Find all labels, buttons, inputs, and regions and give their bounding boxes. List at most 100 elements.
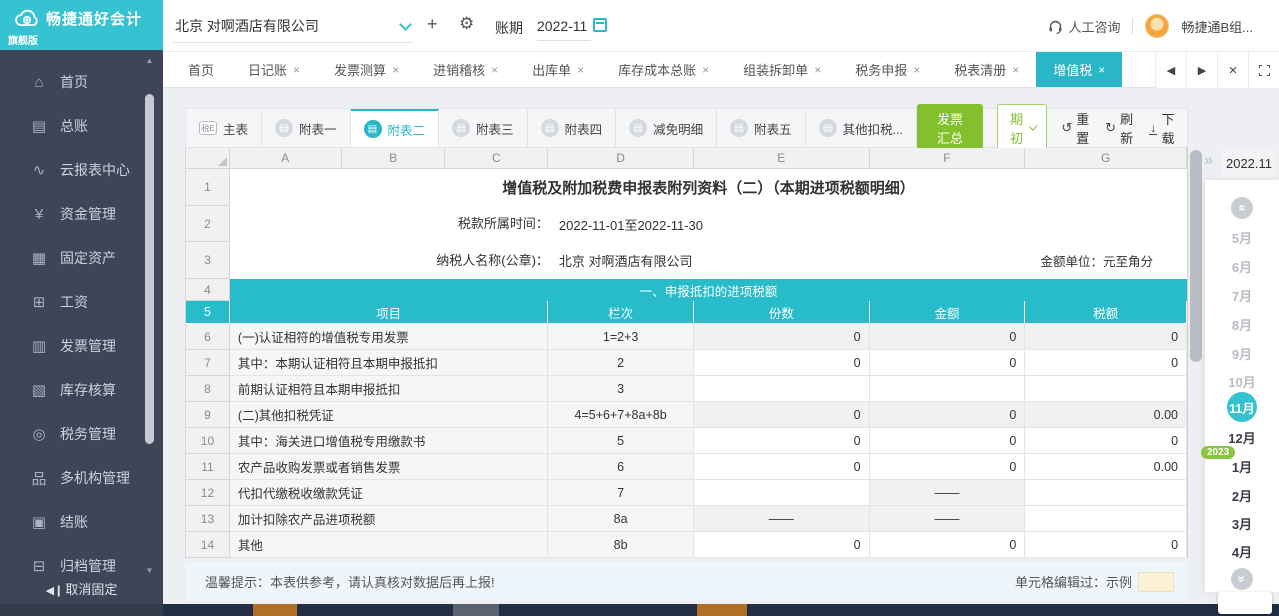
username[interactable]: 畅捷通B组... (1181, 19, 1253, 35)
add-account-button[interactable]: + (427, 14, 438, 34)
cell-tax[interactable] (1025, 506, 1187, 532)
cell-amount[interactable]: 0 (869, 428, 1026, 454)
cell-count[interactable]: 0 (693, 402, 870, 428)
download-button[interactable]: ↓ 下载 (1148, 109, 1177, 147)
month-item-june[interactable]: 6月 (1231, 260, 1253, 275)
subtab-schedule-4[interactable]: ▤ 附表四 (528, 109, 617, 147)
fullscreen-button[interactable] (1248, 52, 1279, 88)
close-tab-icon[interactable]: × (577, 62, 585, 77)
cell-count[interactable]: 0 (693, 454, 870, 480)
column-header[interactable]: E (693, 148, 870, 169)
refresh-button[interactable]: ↻ 刷新 (1105, 109, 1135, 147)
cell-tax[interactable]: 0.00 (1025, 454, 1188, 480)
row-number[interactable]: 1 (186, 169, 230, 206)
sidebar-item-tax[interactable]: ◎ 税务管理 (0, 412, 163, 456)
month-item-july[interactable]: 7月 (1231, 289, 1253, 304)
cell-amount[interactable]: 0 (869, 324, 1026, 350)
sidebar-item-funds[interactable]: ¥ 资金管理 (0, 192, 163, 236)
month-item-february[interactable]: 2月 (1231, 489, 1253, 504)
close-all-tabs-button[interactable]: × (1217, 52, 1248, 88)
subtab-schedule-2-active[interactable]: ▤ 附表二 (350, 109, 440, 147)
sidebar-item-home[interactable]: ⌂ 首页 (0, 60, 163, 104)
cell-count[interactable]: 0 (693, 532, 870, 558)
sidebar-item-closing[interactable]: ▣ 结账 (0, 500, 163, 544)
cell-tax[interactable]: 0 (1025, 324, 1188, 350)
column-header[interactable]: B (341, 148, 446, 169)
tab-tax-filing[interactable]: 税务申报 × (838, 52, 937, 87)
select-all-corner[interactable] (186, 148, 230, 169)
sidebar-item-inventory[interactable]: ▧ 库存核算 (0, 368, 163, 412)
sidebar-scrollbar-thumb[interactable] (145, 94, 154, 444)
reset-button[interactable]: ↺ 重置 (1061, 109, 1091, 147)
cell-amount[interactable]: 0 (869, 532, 1026, 558)
sidebar-item-archive[interactable]: ⊟ 归档管理 (0, 544, 163, 588)
column-header[interactable]: D (548, 148, 694, 169)
tab-tax-form-list[interactable]: 税表清册 × (937, 52, 1036, 87)
user-avatar[interactable] (1145, 14, 1170, 38)
cell-count[interactable]: —— (693, 506, 870, 532)
scroll-down-icon[interactable]: ▼ (145, 566, 154, 575)
invoice-summary-button[interactable]: 发票汇总 (917, 104, 983, 152)
row-number[interactable]: 12 (186, 480, 230, 506)
month-item-may[interactable]: 5月 (1231, 231, 1253, 246)
month-item-december[interactable]: 12月 (1228, 431, 1256, 446)
opening-period-dropdown[interactable]: 期初 (996, 104, 1048, 152)
sidebar-item-cloud-reports[interactable]: ∿ 云报表中心 (0, 148, 163, 192)
tab-scroll-left-button[interactable]: ◀ (1155, 52, 1186, 88)
row-number[interactable]: 7 (186, 350, 230, 376)
column-header[interactable]: C (445, 148, 549, 169)
cell-tax[interactable]: 0.00 (1025, 402, 1188, 428)
cell-count[interactable]: 0 (693, 428, 870, 454)
gear-icon[interactable]: ⚙ (459, 14, 475, 33)
subtab-deduction-detail[interactable]: ▤ 减免明细 (616, 109, 718, 147)
row-number[interactable]: 5 (186, 301, 230, 324)
tab-scroll-right-button[interactable]: ▶ (1186, 52, 1217, 88)
row-number[interactable]: 6 (186, 324, 230, 350)
cell-tax[interactable]: 0 (1025, 350, 1188, 376)
cell-amount[interactable]: 0 (869, 402, 1026, 428)
close-tab-icon[interactable]: × (1012, 62, 1020, 77)
subtab-other-deduction[interactable]: ▤ 其他扣税... (806, 109, 918, 147)
row-number[interactable]: 13 (186, 506, 230, 532)
tab-assembly-order[interactable]: 组装拆卸单 × (726, 52, 838, 87)
cell-amount[interactable]: —— (869, 506, 1026, 532)
tab-purchase-sales-audit[interactable]: 进销稽核 × (416, 52, 515, 87)
scroll-up-icon[interactable]: ▲ (145, 56, 154, 65)
cell-amount[interactable]: 0 (869, 454, 1026, 480)
subtab-schedule-3[interactable]: ▤ 附表三 (439, 109, 528, 147)
close-tab-icon[interactable]: × (814, 62, 822, 77)
column-header[interactable]: G (1025, 148, 1187, 169)
month-item-august[interactable]: 8月 (1231, 318, 1253, 333)
cell-tax[interactable] (1025, 376, 1188, 402)
chevron-down-icon[interactable] (399, 18, 412, 31)
tab-vat-active[interactable]: 增值税 × (1036, 52, 1123, 87)
row-number[interactable]: 10 (186, 428, 230, 454)
close-tab-icon[interactable]: × (702, 62, 710, 77)
sidebar-item-fixed-assets[interactable]: ▦ 固定资产 (0, 236, 163, 280)
tab-journal[interactable]: 日记账 × (231, 52, 317, 87)
tab-invoice-calc[interactable]: 发票测算 × (317, 52, 416, 87)
subtab-schedule-1[interactable]: ▤ 附表一 (262, 109, 351, 147)
row-number[interactable]: 14 (186, 532, 230, 558)
month-item-april[interactable]: 4月 (1231, 545, 1253, 560)
cell-count[interactable]: 0 (693, 324, 870, 350)
consult-button[interactable]: 人工咨询 (1048, 17, 1120, 36)
close-tab-icon[interactable]: × (913, 62, 921, 77)
cell-count[interactable]: 0 (693, 350, 870, 376)
column-header[interactable]: A (229, 148, 342, 169)
calendar-icon[interactable] (593, 18, 607, 32)
sidebar-scrollbar[interactable]: ▲ ▼ (144, 56, 155, 576)
row-number[interactable]: 3 (186, 242, 230, 279)
cell-tax[interactable]: 0 (1025, 532, 1188, 558)
sheet-scrollbar-thumb[interactable] (1190, 150, 1202, 362)
months-scroll-up-button[interactable]: » (1231, 197, 1253, 219)
row-number[interactable]: 8 (186, 376, 230, 402)
month-item-november-active[interactable]: 11月 (1227, 392, 1257, 422)
close-tab-icon[interactable]: × (491, 62, 499, 77)
row-number[interactable]: 2 (186, 206, 230, 242)
cell-tax[interactable]: 0 (1025, 428, 1188, 454)
subtab-schedule-5[interactable]: ▤ 附表五 (717, 109, 806, 147)
close-tab-icon[interactable]: × (293, 62, 301, 77)
cell-amount[interactable]: —— (869, 480, 1026, 506)
unpin-sidebar-button[interactable]: ◀❙ 取消固定 (0, 579, 163, 598)
